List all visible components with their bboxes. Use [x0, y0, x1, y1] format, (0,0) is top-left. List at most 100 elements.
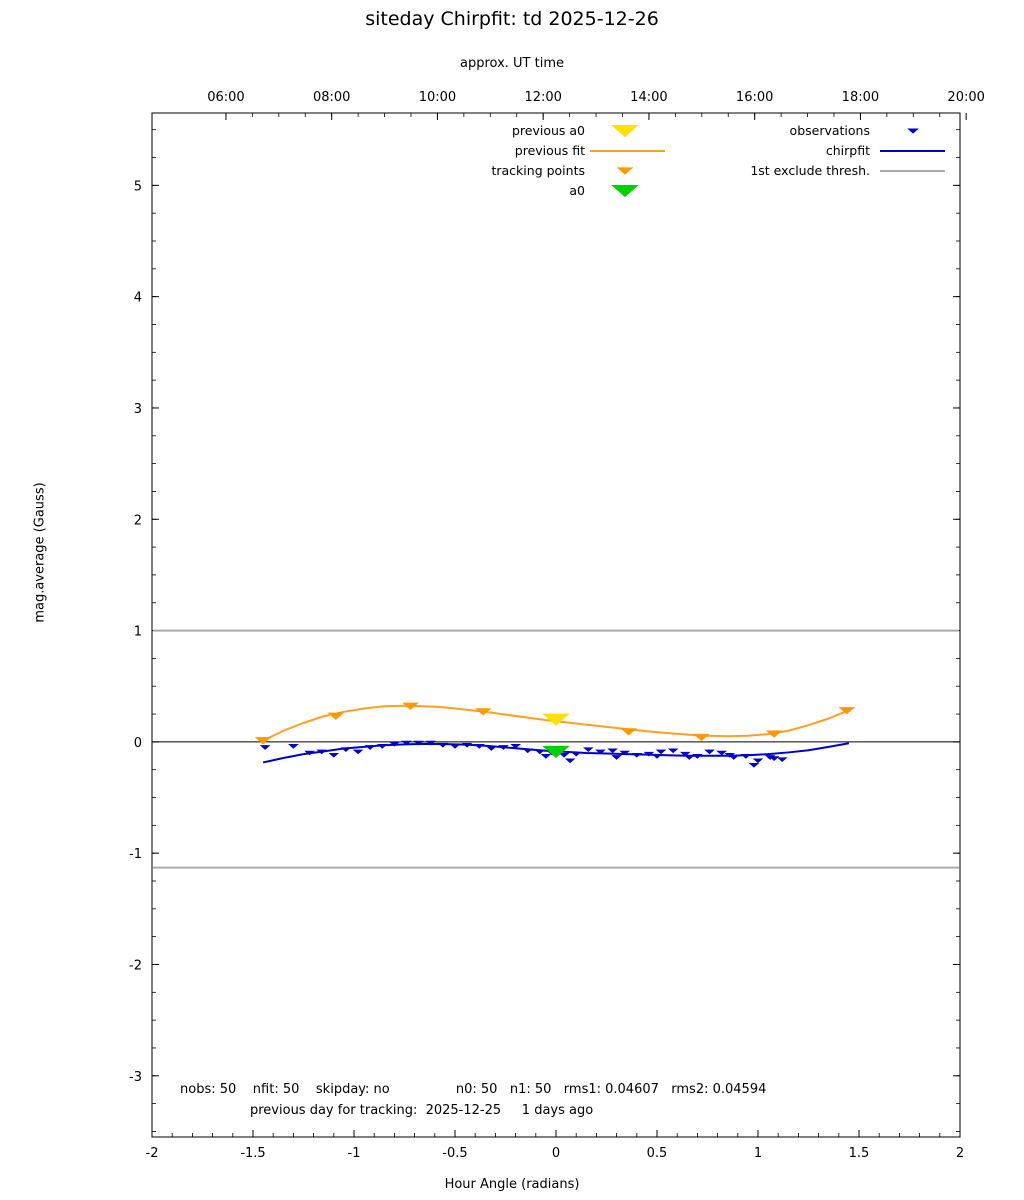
top-axis-label: approx. UT time: [460, 56, 564, 71]
data-point-marker: [692, 754, 703, 759]
data-point-marker: [542, 745, 570, 759]
data-point-marker: [716, 750, 727, 756]
y-tick-label: 2: [134, 513, 142, 528]
data-point-marker: [740, 754, 752, 759]
y-tick-label: -3: [129, 1070, 142, 1085]
data-point-marker: [655, 749, 667, 755]
legend-label-previous-fit: previous fit: [515, 143, 585, 158]
x-tick-label: 1.5: [849, 1146, 870, 1161]
data-point-marker: [340, 747, 352, 753]
x-tick-label: 0.5: [647, 1146, 668, 1161]
legend-label-1st-exclude-thresh-: 1st exclude thresh.: [750, 163, 870, 178]
top-axis-tick-label: 12:00: [524, 90, 561, 105]
data-point-marker: [752, 758, 764, 764]
data-point-marker: [631, 752, 643, 758]
data-point-marker: [389, 741, 400, 747]
data-point-marker: [558, 752, 570, 758]
data-point-marker: [570, 751, 582, 757]
top-axis-tick-label: 16:00: [736, 90, 773, 105]
y-tick-label: 5: [134, 179, 142, 194]
top-axis-tick-label: 14:00: [630, 90, 667, 105]
legend-label-a0: a0: [569, 183, 585, 198]
data-point-marker: [522, 748, 534, 754]
data-point-marker: [619, 750, 630, 756]
x-tick-label: 0: [552, 1146, 560, 1161]
data-point-marker: [616, 167, 634, 175]
data-point-marker: [607, 748, 618, 754]
data-point-marker: [510, 744, 521, 749]
data-point-marker: [376, 744, 388, 749]
data-point-marker: [765, 730, 783, 738]
data-point-marker: [595, 749, 606, 755]
footer-stats: nobs: 50 nfit: 50 skipday: no n0: 50 n1:…: [180, 1082, 767, 1097]
data-point-marker: [643, 751, 655, 757]
data-point-marker: [667, 748, 679, 754]
data-point-marker: [413, 740, 424, 746]
data-point-marker: [461, 742, 473, 748]
data-point-marker: [304, 750, 315, 756]
data-point-marker: [679, 751, 691, 757]
data-point-marker: [425, 740, 437, 746]
y-tick-label: 1: [134, 625, 142, 640]
data-point-marker: [611, 755, 622, 760]
top-axis-tick-label: 10:00: [419, 90, 456, 105]
legend-label-tracking-points: tracking points: [491, 163, 585, 178]
data-point-marker: [728, 755, 740, 760]
x-tick-label: 1: [754, 1146, 762, 1161]
x-tick-label: -0.5: [442, 1146, 467, 1161]
footer-line-2: previous day for tracking: 2025-12-25 1 …: [250, 1099, 593, 1118]
data-point-marker: [611, 124, 639, 138]
data-point-marker: [776, 757, 788, 763]
x-tick-label: -1: [348, 1146, 361, 1161]
data-point-marker: [401, 740, 412, 746]
page-title: siteday Chirpfit: td 2025-12-26: [365, 8, 659, 30]
data-point-marker: [651, 754, 663, 759]
data-point-marker: [288, 744, 299, 749]
y-tick-label: 4: [134, 291, 142, 306]
data-point-marker: [684, 755, 695, 760]
data-point-marker: [542, 713, 570, 726]
x-tick-label: 2: [956, 1146, 964, 1161]
data-point-marker: [327, 712, 345, 720]
data-point-marker: [352, 749, 364, 755]
legend-label-previous-a0: previous a0: [512, 123, 585, 138]
data-point-marker: [768, 756, 780, 761]
data-point-marker: [486, 746, 497, 751]
data-point-marker: [328, 752, 340, 758]
plot-frame: [151, 112, 961, 1138]
data-point-marker: [254, 737, 272, 745]
data-point-marker: [620, 728, 638, 736]
data-point-marker: [583, 747, 594, 753]
data-point-marker: [540, 754, 552, 759]
x-tick-label: -2: [146, 1146, 159, 1161]
data-point-marker: [564, 758, 576, 764]
y-tick-label: -1: [129, 847, 142, 862]
data-point-marker: [449, 744, 461, 749]
footer-tracking-day: previous day for tracking: 2025-12-25 1 …: [250, 1103, 594, 1118]
footer-line-1: nobs: 50 nfit: 50 skipday: no n0: 50 n1:…: [180, 1078, 766, 1097]
top-axis-tick-label: 06:00: [207, 90, 244, 105]
legend-label-observations: observations: [790, 123, 870, 138]
data-point-marker: [437, 742, 449, 748]
data-point-marker: [611, 184, 639, 198]
data-point-marker: [724, 752, 736, 758]
data-point-marker: [364, 745, 376, 750]
legend-label-chirpfit: chirpfit: [826, 143, 870, 158]
data-point-marker: [474, 708, 492, 716]
x-tick-label: -1.5: [240, 1146, 265, 1161]
x-axis-label: Hour Angle (radians): [444, 1177, 580, 1192]
data-point-marker: [838, 707, 856, 715]
data-point-marker: [316, 749, 327, 755]
data-point-marker: [907, 128, 919, 134]
data-point-marker: [473, 744, 485, 749]
data-point-marker: [259, 745, 271, 750]
y-axis-label: mag.average (Gauss): [32, 482, 48, 623]
data-point-marker: [704, 749, 715, 755]
top-axis-tick-label: 18:00: [842, 90, 879, 105]
y-tick-label: -2: [129, 958, 142, 973]
y-tick-label: 3: [134, 402, 142, 417]
top-axis-tick-label: 08:00: [313, 90, 350, 105]
data-point-marker: [402, 702, 419, 710]
